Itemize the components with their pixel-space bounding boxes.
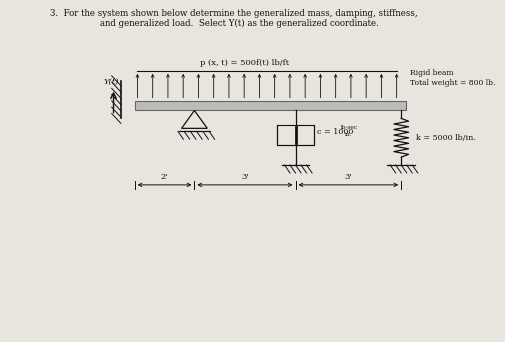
Text: lb-sec: lb-sec bbox=[340, 126, 357, 130]
FancyBboxPatch shape bbox=[277, 126, 313, 145]
FancyBboxPatch shape bbox=[134, 101, 405, 110]
Text: 3.  For the system shown below determine the generalized mass, damping, stiffnes: 3. For the system shown below determine … bbox=[50, 9, 417, 18]
Text: c = 1000: c = 1000 bbox=[316, 128, 352, 136]
Text: and generalized load.  Select Y(t) as the generalized coordinate.: and generalized load. Select Y(t) as the… bbox=[89, 19, 378, 28]
Text: 2': 2' bbox=[161, 173, 168, 181]
Text: Rigid beam: Rigid beam bbox=[410, 69, 453, 77]
Text: 3': 3' bbox=[240, 173, 248, 181]
Text: Y(t): Y(t) bbox=[104, 78, 119, 86]
Text: p (x, t) = 500f(t) lb/ft: p (x, t) = 500f(t) lb/ft bbox=[200, 59, 289, 67]
Text: in.: in. bbox=[343, 132, 351, 137]
Text: 3': 3' bbox=[344, 173, 351, 181]
Text: Total weight = 800 lb.: Total weight = 800 lb. bbox=[410, 79, 495, 87]
Text: k = 5000 lb/in.: k = 5000 lb/in. bbox=[415, 134, 475, 142]
